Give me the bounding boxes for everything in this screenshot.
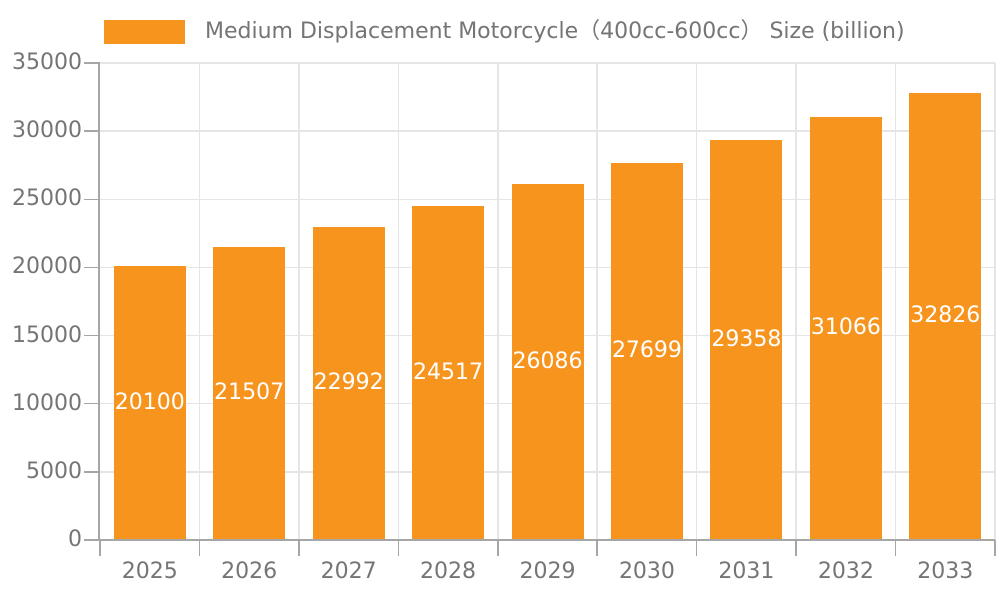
y-axis-label: 20000 <box>12 254 82 280</box>
bar-value-label: 22992 <box>313 370 384 396</box>
x-axis-label: 2029 <box>519 559 576 584</box>
bar-value-label: 27699 <box>611 338 682 364</box>
bar-value-label: 29358 <box>711 326 782 352</box>
x-axis-label: 2031 <box>718 559 775 584</box>
x-tick <box>795 540 797 556</box>
y-axis-label: 10000 <box>12 390 82 416</box>
legend-swatch-icon <box>104 20 185 44</box>
bar-value-label: 32826 <box>910 303 981 329</box>
x-axis-line <box>98 538 995 541</box>
bar <box>312 226 385 540</box>
y-axis-label: 15000 <box>12 322 82 348</box>
x-axis-label: 2027 <box>320 559 377 584</box>
y-axis-label: 35000 <box>12 50 82 75</box>
x-tick <box>99 540 101 556</box>
x-axis-label: 2030 <box>618 559 675 584</box>
x-tick <box>596 540 598 556</box>
bar <box>511 184 584 540</box>
bar-value-label: 21507 <box>214 380 285 406</box>
x-axis-label: 2025 <box>121 559 178 584</box>
y-gridline <box>100 62 995 64</box>
x-gridline <box>298 63 300 540</box>
x-tick <box>894 540 897 556</box>
x-axis-label: 2033 <box>917 559 974 584</box>
x-tick <box>198 540 201 556</box>
legend-item[interactable]: Medium Displacement Motorcycle（400cc-600… <box>104 20 905 44</box>
y-axis-label: 5000 <box>26 458 82 484</box>
x-gridline <box>994 63 996 540</box>
bar-value-label: 24517 <box>413 359 484 385</box>
x-gridline <box>695 63 698 540</box>
x-axis-label: 2028 <box>420 559 477 584</box>
x-gridline <box>894 63 897 540</box>
y-axis-label: 0 <box>68 527 82 552</box>
bar <box>710 139 783 540</box>
bar <box>412 205 485 540</box>
y-tick <box>84 62 100 64</box>
x-gridline <box>795 63 797 540</box>
x-gridline <box>397 63 400 540</box>
bar-value-label: 20100 <box>114 390 185 416</box>
y-tick <box>84 334 100 337</box>
y-axis-label: 30000 <box>12 118 82 144</box>
y-tick <box>84 539 100 541</box>
x-axis-label: 2032 <box>817 559 874 584</box>
y-tick <box>84 402 100 405</box>
legend-label: Medium Displacement Motorcycle（400cc-600… <box>205 19 905 44</box>
x-tick <box>994 540 996 556</box>
bar <box>213 246 286 540</box>
x-gridline <box>198 63 201 540</box>
y-tick <box>84 266 100 269</box>
y-axis-label: 25000 <box>12 186 82 212</box>
y-tick <box>84 471 100 473</box>
bar <box>909 92 982 540</box>
bar-value-label: 26086 <box>512 349 583 375</box>
x-tick <box>397 540 400 556</box>
bar <box>610 162 683 540</box>
x-tick <box>695 540 698 556</box>
x-gridline <box>497 63 499 540</box>
y-tick <box>84 130 100 132</box>
bar <box>809 116 882 540</box>
x-tick <box>497 540 499 556</box>
x-gridline <box>596 63 598 540</box>
bar-value-label: 31066 <box>810 315 881 341</box>
y-tick <box>84 198 100 201</box>
y-axis-line <box>98 63 100 540</box>
bar <box>113 266 186 540</box>
x-tick <box>298 540 300 556</box>
x-axis-label: 2026 <box>221 559 278 584</box>
y-gridline <box>100 130 995 132</box>
